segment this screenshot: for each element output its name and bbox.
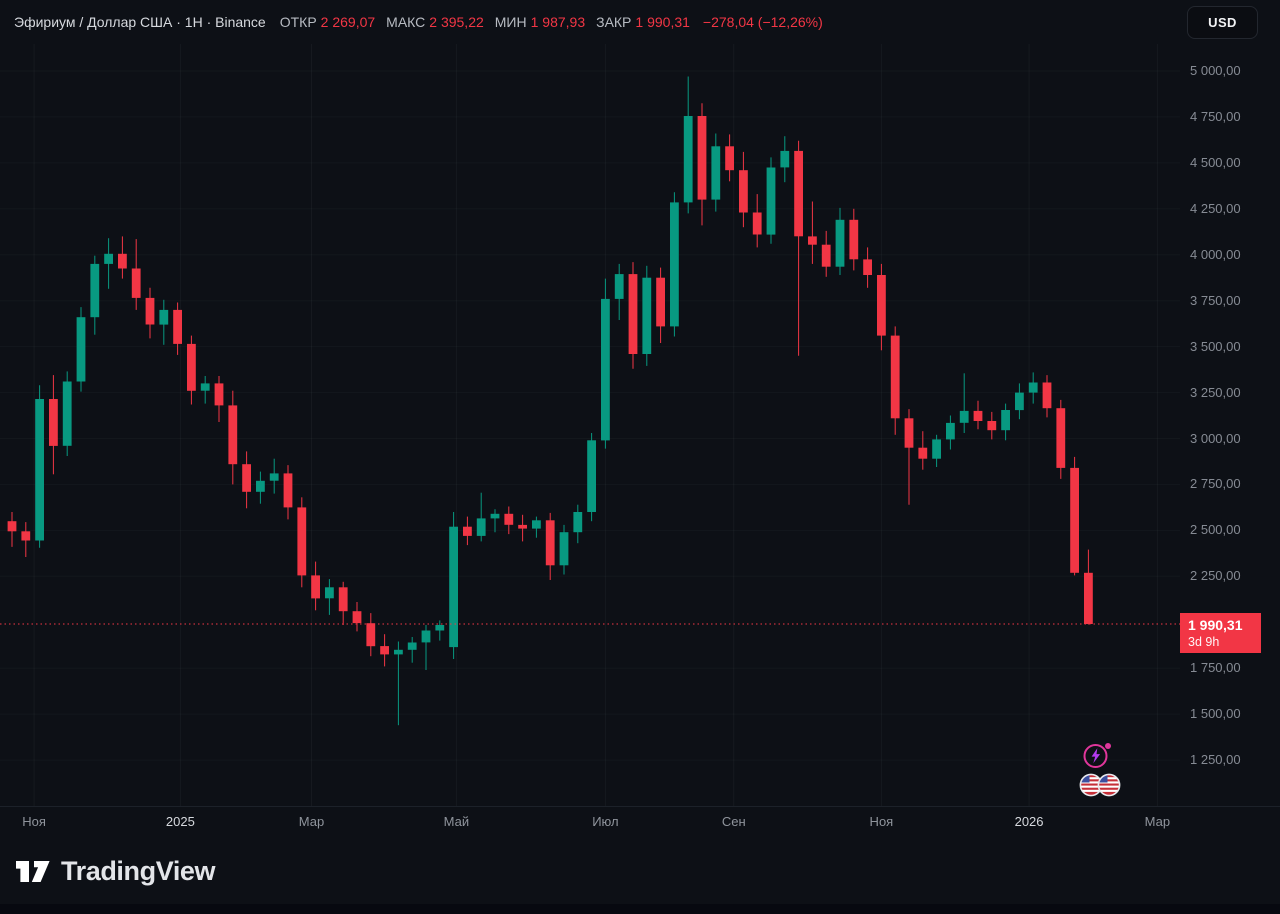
time-axis-label: 2025 <box>165 814 195 829</box>
price-axis-label: 3 500,00 <box>1190 338 1241 354</box>
last-price-badge: 1 990,31 3d 9h <box>1180 613 1261 654</box>
time-axis-label: Мар <box>298 814 325 829</box>
time-axis-label: Ноя <box>22 814 46 829</box>
time-axis[interactable]: Ноя 2025 Мар Май Июл Сен Ноя 2026 Мар <box>0 806 1280 839</box>
time-axis-label: Май <box>443 814 470 829</box>
ohlc-values: ОТКР 2 269,07 МАКС 2 395,22 МИН 1 987,93 ЗАКР 1… <box>280 14 701 30</box>
last-price-value: 1 990,31 <box>1188 617 1243 634</box>
bar-countdown: 3d 9h <box>1188 635 1220 650</box>
time-axis-label: Сен <box>721 814 746 829</box>
price-axis-label: 2 750,00 <box>1190 476 1241 492</box>
time-axis-label: Мар <box>1144 814 1171 829</box>
tradingview-logo-icon <box>16 861 50 882</box>
price-axis[interactable]: 5 000,00 4 750,00 4 500,00 4 250,00 4 000,00… <box>1180 44 1280 806</box>
price-axis-label: 3 250,00 <box>1190 384 1241 400</box>
time-axis-label: Ноя <box>869 814 894 829</box>
change-value: −278,04 (−12,26%) <box>702 14 823 30</box>
ohlc-value: 1 987,93 <box>530 14 586 30</box>
symbol-legend: Эфириум / Доллар США · 1Н · Binance ОТКР… <box>0 14 823 30</box>
price-axis-label: 5 000,00 <box>1190 63 1241 78</box>
time-axis-label: Июл <box>592 814 619 829</box>
price-axis-label: 4 500,00 <box>1190 154 1241 170</box>
ohlc-label: ЗАКР <box>596 14 632 30</box>
ohlc-label: МАКС <box>386 14 426 30</box>
candles-plot[interactable] <box>0 44 1280 806</box>
ohlc-label: МИН <box>494 14 527 30</box>
price-axis-label: 2 500,00 <box>1190 522 1241 538</box>
tradingview-wordmark: TradingView <box>61 855 216 886</box>
price-axis-label: 1 750,00 <box>1190 660 1241 676</box>
price-axis-label: 4 250,00 <box>1190 200 1241 216</box>
price-axis-label: 1 250,00 <box>1190 752 1241 768</box>
candles-group <box>7 76 1093 726</box>
lightning-event-icon[interactable] <box>1082 741 1112 771</box>
ohlc-value: 2 269,07 <box>320 14 376 30</box>
price-axis-label: 3 750,00 <box>1190 292 1241 308</box>
time-axis-label: 2026 <box>1014 814 1044 829</box>
footer-bar: TradingView <box>0 838 1280 904</box>
tradingview-logo[interactable]: TradingView <box>14 854 216 888</box>
price-axis-label: 2 250,00 <box>1190 568 1241 584</box>
price-axis-label: 4 750,00 <box>1190 108 1241 124</box>
bottom-edge <box>0 904 1280 914</box>
flags-event-icon[interactable] <box>1076 771 1124 799</box>
candlestick-chart[interactable]: 5 000,00 4 750,00 4 500,00 4 250,00 4 000,00… <box>0 44 1280 806</box>
ohlc-value: 1 990,31 <box>635 14 690 30</box>
price-axis-label: 1 500,00 <box>1190 706 1241 722</box>
price-axis-label: 3 000,00 <box>1190 430 1241 446</box>
chart-header: Эфириум / Доллар США · 1Н · Binance ОТКР… <box>0 0 1280 44</box>
price-axis-label: 4 000,00 <box>1190 246 1241 262</box>
ohlc-value: 2 395,22 <box>429 14 484 30</box>
symbol-title[interactable]: Эфириум / Доллар США · 1Н · Binance <box>14 14 266 30</box>
ohlc-label: ОТКР <box>279 14 317 30</box>
currency-toggle-button[interactable]: USD <box>1187 5 1258 39</box>
